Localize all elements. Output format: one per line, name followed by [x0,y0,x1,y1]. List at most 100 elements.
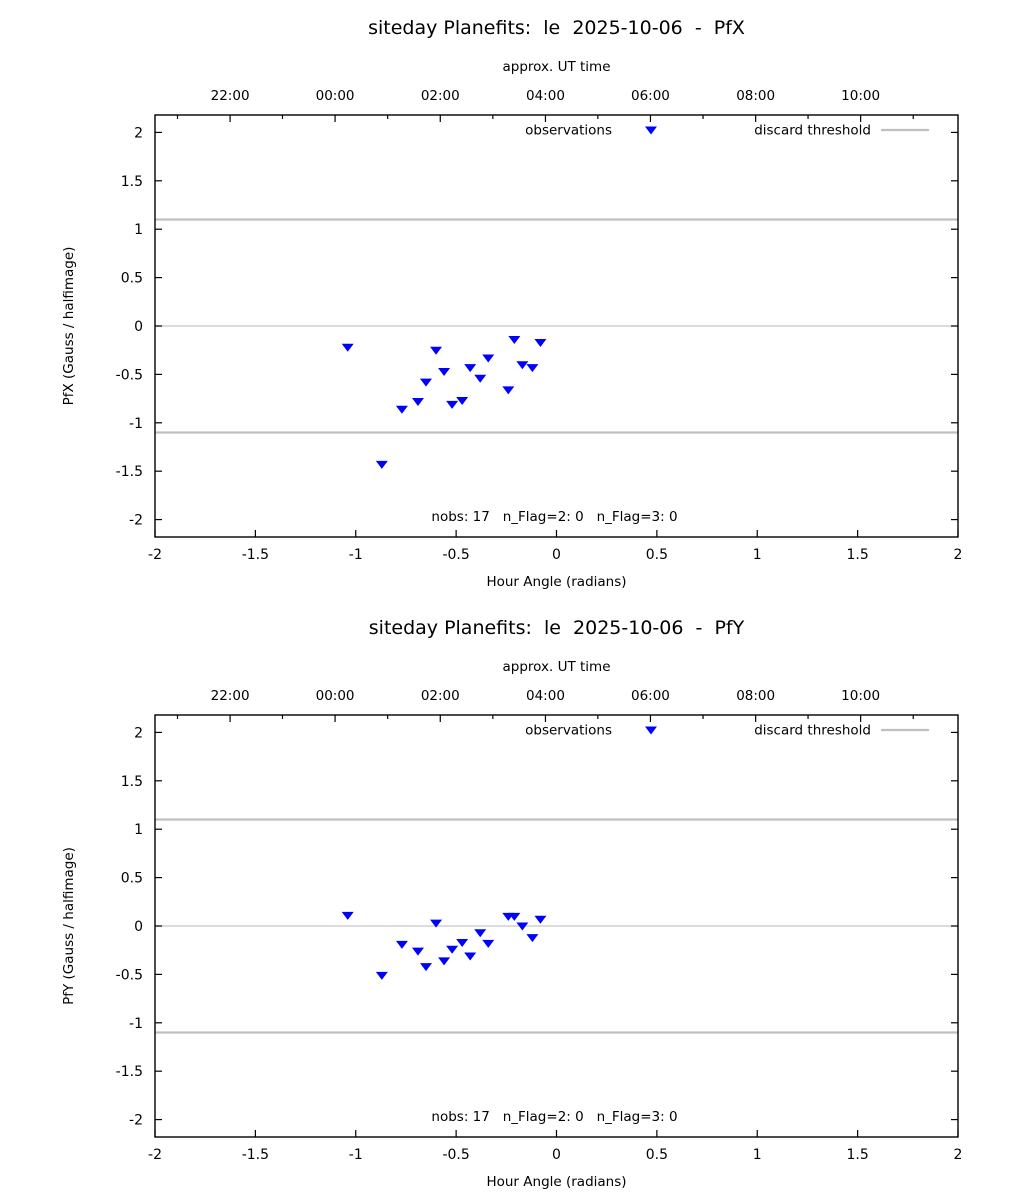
observation-marker [438,367,451,376]
y-tick-label: 2 [134,125,143,141]
y-tick-label: 0 [134,919,143,935]
ut-tick-label: 00:00 [316,688,355,704]
observation-marker [420,378,433,387]
x-tick-label: 1.5 [846,547,868,563]
ut-tick-label: 10:00 [841,688,880,704]
x-tick-label: -1.5 [242,547,269,563]
ut-tick-label: 06:00 [631,688,670,704]
legend-observations-label: observations [525,123,612,139]
observation-marker [482,939,495,948]
x-tick-label: 2 [954,547,963,563]
ut-time-axis-title: approx. UT time [503,59,611,75]
y-tick-label: -1 [129,1016,143,1032]
observation-marker [534,915,547,924]
y-tick-label: 0.5 [121,271,143,287]
ut-tick-label: 08:00 [736,88,775,104]
ut-tick-label: 04:00 [526,688,565,704]
x-tick-label: -1.5 [242,1147,269,1163]
observation-marker [516,922,529,931]
x-tick-label: -1 [349,1147,363,1163]
legend-threshold-label: discard threshold [754,723,871,739]
pfy-scatter-plot: siteday Planefits: le 2025-10-06 - PfY ap… [61,617,963,1190]
x-axis-title: Hour Angle (radians) [486,574,626,590]
x-tick-label: -1 [349,547,363,563]
legend-observation-marker-icon [645,726,657,735]
y-tick-label: 2 [134,725,143,741]
observation-marker [464,952,477,961]
observation-marker [474,374,487,383]
observation-marker [395,405,408,414]
y-axis-title: PfY (Gauss / halfimage) [61,847,77,1005]
ut-tick-label: 06:00 [631,88,670,104]
ut-tick-label: 02:00 [421,688,460,704]
y-tick-label: -2 [129,513,143,529]
y-tick-label: -2 [129,1113,143,1129]
y-tick-label: 0.5 [121,871,143,887]
y-tick-label: -0.5 [116,367,143,383]
x-tick-label: -2 [148,547,162,563]
y-tick-label: -1 [129,416,143,432]
observation-marker [508,336,521,345]
ut-tick-label: 08:00 [736,688,775,704]
x-tick-label: 0.5 [646,1147,668,1163]
ut-tick-label: 22:00 [211,88,250,104]
observation-marker [482,354,495,363]
x-axis-title: Hour Angle (radians) [486,1174,626,1190]
observation-marker [464,364,477,373]
ut-tick-label: 04:00 [526,88,565,104]
observation-marker [341,343,354,352]
observation-marker [411,947,424,956]
x-tick-label: -2 [148,1147,162,1163]
x-tick-label: 0 [552,1147,561,1163]
observation-marker [502,386,515,395]
x-tick-label: -0.5 [442,1147,469,1163]
chart-title: siteday Planefits: le 2025-10-06 - PfX [368,17,745,39]
observation-marker [456,397,469,406]
observation-marker [534,338,547,347]
y-tick-label: 0 [134,319,143,335]
observation-marker [508,912,521,921]
x-tick-label: 1 [753,547,762,563]
x-tick-label: -0.5 [442,547,469,563]
y-tick-label: 1 [134,222,143,238]
observation-marker [411,397,424,406]
legend-observations-label: observations [525,723,612,739]
observation-marker [516,361,529,370]
ut-tick-label: 10:00 [841,88,880,104]
ut-time-axis-title: approx. UT time [503,659,611,675]
observation-marker [375,971,388,980]
ut-tick-label: 00:00 [316,88,355,104]
observation-marker [474,929,487,938]
observation-marker [446,945,459,954]
observation-marker [456,938,469,947]
observation-marker [446,400,459,409]
y-axis-title: PfX (Gauss / halfimage) [61,247,77,406]
y-tick-label: 1.5 [121,174,143,190]
observation-marker [395,940,408,949]
observation-marker [438,957,451,966]
ut-tick-label: 22:00 [211,688,250,704]
pfx-scatter-plot: siteday Planefits: le 2025-10-06 - PfX ap… [61,17,963,590]
y-tick-label: 1 [134,822,143,838]
observation-marker [375,460,388,469]
nobs-annotation: nobs: 17 n_Flag=2: 0 n_Flag=3: 0 [431,1109,677,1125]
observation-marker [341,911,354,920]
observation-marker [430,346,443,355]
y-tick-label: -1.5 [116,1064,143,1080]
y-tick-label: -0.5 [116,967,143,983]
legend-observation-marker-icon [645,126,657,135]
x-tick-label: 2 [954,1147,963,1163]
nobs-annotation: nobs: 17 n_Flag=2: 0 n_Flag=3: 0 [431,509,677,525]
x-tick-label: 1 [753,1147,762,1163]
pfy-chart-panel: siteday Planefits: le 2025-10-06 - PfY ap… [0,600,1024,1200]
pfx-chart-panel: siteday Planefits: le 2025-10-06 - PfX ap… [61,17,963,590]
y-tick-label: -1.5 [116,464,143,480]
x-tick-label: 0.5 [646,547,668,563]
observation-marker [430,919,443,928]
legend-threshold-label: discard threshold [754,123,871,139]
x-tick-label: 0 [552,547,561,563]
ut-tick-label: 02:00 [421,88,460,104]
observation-marker [526,934,539,943]
observation-marker [526,364,539,373]
